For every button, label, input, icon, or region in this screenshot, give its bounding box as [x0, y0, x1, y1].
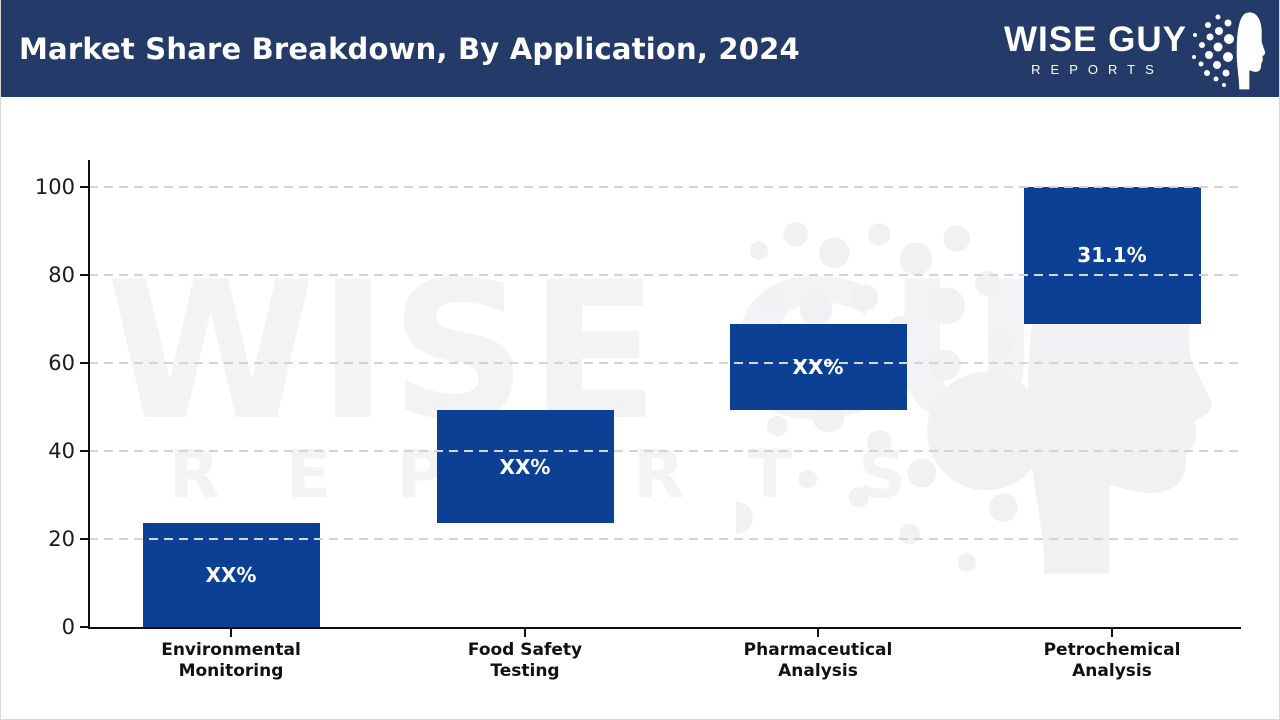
x-tick-mark [817, 629, 819, 637]
x-axis-line [88, 627, 1241, 629]
x-tick-mark [230, 629, 232, 637]
y-tick-mark-60 [80, 362, 88, 364]
y-tick-mark-20 [80, 538, 88, 540]
logo-brand-name: WISE GUY [1003, 20, 1187, 59]
gridline-60 [89, 362, 1241, 364]
logo-tagline: REPORTS [1031, 62, 1164, 77]
gridline-100 [89, 186, 1241, 188]
bar-segment [436, 410, 614, 524]
y-tick-label-80: 80 [48, 263, 75, 287]
bar-value-label: XX% [499, 454, 551, 479]
bar-segment [1023, 187, 1201, 324]
x-category-label: Food Safety Testing [467, 640, 583, 681]
dotted-head-profile-icon [1192, 12, 1266, 90]
y-tick-label-0: 0 [61, 615, 75, 639]
y-axis-line [88, 160, 90, 628]
page-title: Market Share Breakdown, By Application, … [19, 31, 800, 66]
bar-segment [142, 523, 320, 627]
gridline-20 [89, 538, 1241, 540]
y-tick-mark-100 [80, 186, 88, 188]
gridline-40 [89, 450, 1241, 452]
x-category-label: Environmental Monitoring [161, 640, 301, 681]
wise-guy-reports-logo: WISE GUY REPORTS [1004, 8, 1267, 92]
y-tick-mark-80 [80, 274, 88, 276]
bar-value-label: XX% [792, 354, 844, 379]
y-tick-label-60: 60 [48, 351, 75, 375]
gridline-80 [89, 274, 1241, 276]
bar-segment [729, 323, 907, 411]
y-tick-label-40: 40 [48, 439, 75, 463]
x-tick-mark [524, 629, 526, 637]
x-category-label: Petrochemical Analysis [1043, 640, 1181, 681]
y-tick-label-100: 100 [34, 175, 75, 199]
x-category-label: Pharmaceutical Analysis [743, 640, 893, 681]
logo-text: WISE GUY REPORTS [1004, 21, 1187, 79]
x-tick-mark [1111, 629, 1113, 637]
bar-value-label: 31.1% [1077, 243, 1147, 268]
y-tick-mark-40 [80, 450, 88, 452]
header-bar: Market Share Breakdown, By Application, … [1, 0, 1279, 97]
bar-value-label: XX% [205, 563, 257, 588]
y-tick-mark-0 [80, 626, 88, 628]
y-tick-label-20: 20 [48, 527, 75, 551]
